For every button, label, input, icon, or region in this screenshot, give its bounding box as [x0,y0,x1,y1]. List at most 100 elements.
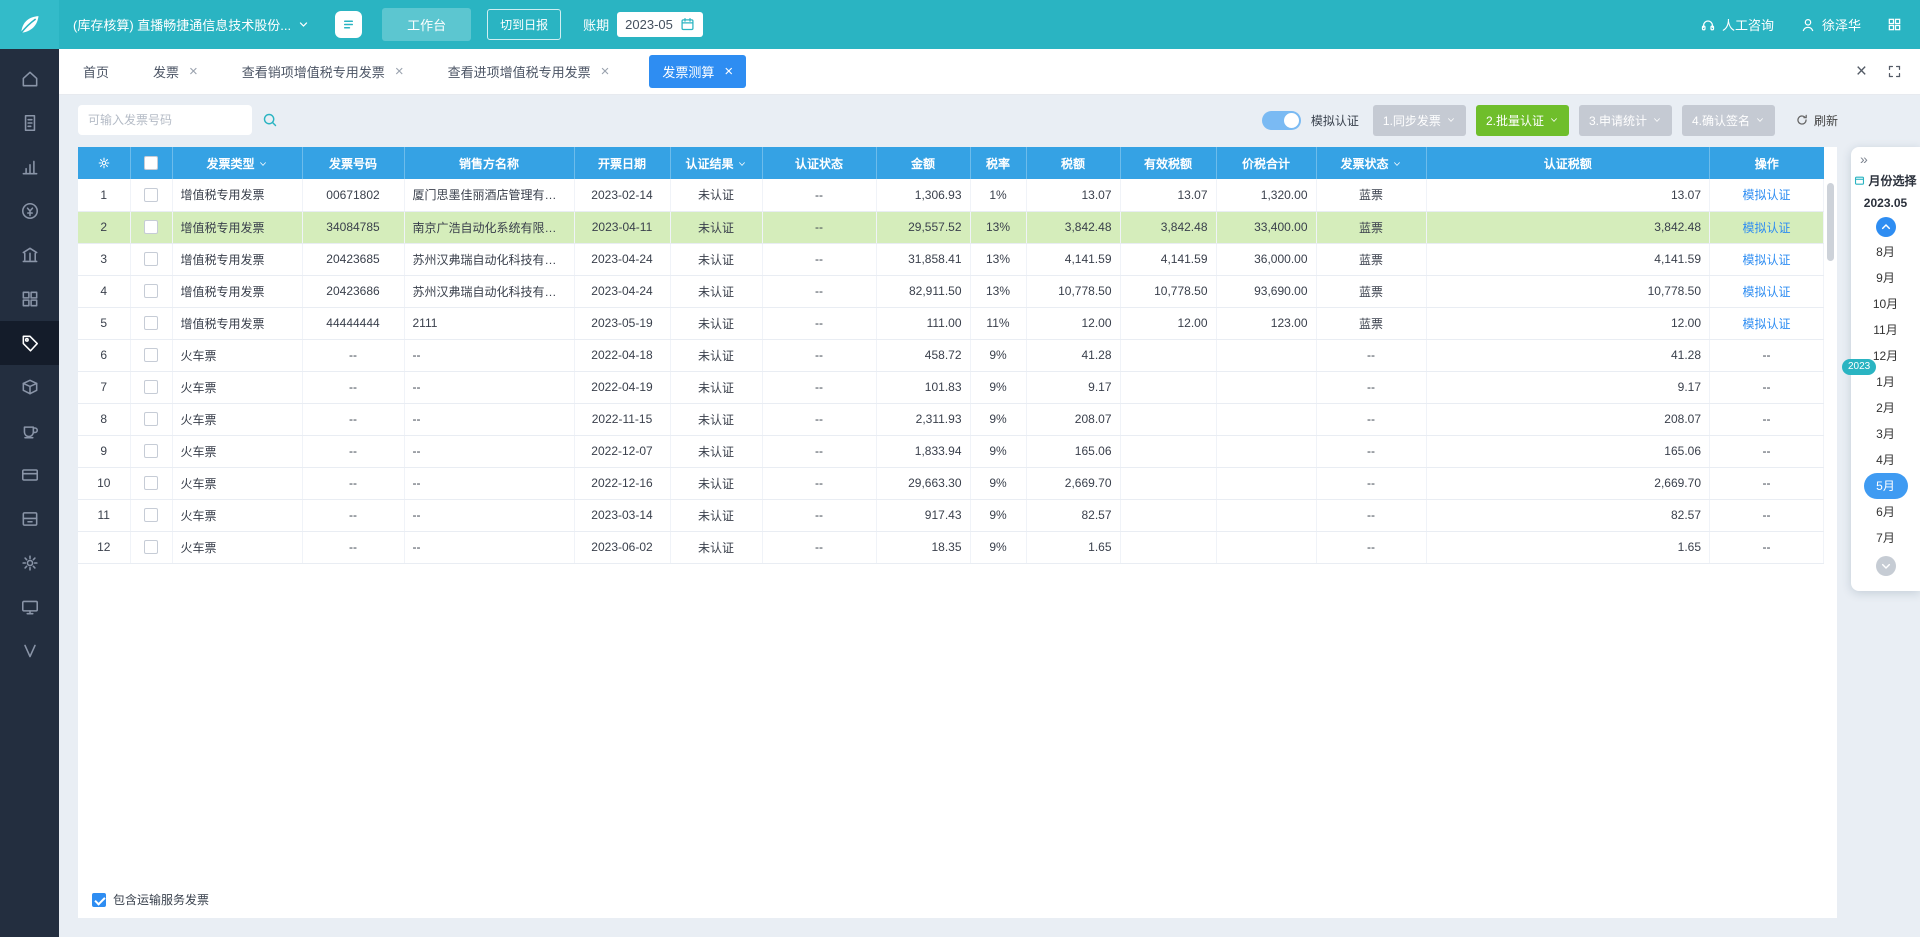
invoice-row[interactable]: 10 火车票 -- -- 2022-12-16 未认证 -- 29,663.30 9% 2,669… [78,467,1824,500]
invoice-row[interactable]: 1 增值税专用发票 00671802 厦门思墨佳丽酒店管理有限公司 2023-02-14… [78,179,1824,212]
fullscreen-icon[interactable] [1887,64,1902,79]
row-checkbox[interactable] [144,508,158,523]
month-1月[interactable]: 1月 [1876,375,1895,389]
invoice-row[interactable]: 7 火车票 -- -- 2022-04-19 未认证 -- 101.83 9% 9.17 -- 9.1… [78,371,1824,404]
sidebar-item-screen[interactable] [0,585,59,629]
invoice-row[interactable]: 4 增值税专用发票 20423686 苏州汉弗瑞自动化科技有限公司 2023-04-24… [78,275,1824,308]
task-list-icon[interactable] [335,11,363,38]
support-link[interactable]: 人工咨询 [1700,15,1774,34]
invoice-search-input[interactable] [78,105,252,135]
column-header-seller: 销售方名称 [404,147,575,179]
sort-caret-icon[interactable] [737,159,747,169]
sidebar-item-service[interactable] [0,409,59,453]
action-button-1.同步发票[interactable]: 1.同步发票 [1372,104,1466,136]
workbench-button[interactable]: 工作台 [382,8,472,41]
checked-checkbox-icon[interactable] [92,892,106,907]
sidebar-item-report-chart[interactable] [0,145,59,189]
month-3月[interactable]: 3月 [1876,427,1895,441]
select-all-checkbox[interactable] [144,156,158,171]
row-checkbox[interactable] [144,220,158,235]
month-9月[interactable]: 9月 [1876,271,1895,285]
tab-close-icon[interactable]: × [394,63,404,80]
column-header-invoice_state[interactable]: 发票状态 [1316,147,1427,179]
sidebar-item-funds[interactable] [0,189,59,233]
period-selector[interactable]: 2023-05 [617,12,703,37]
invoice-row[interactable]: 6 火车票 -- -- 2022-04-18 未认证 -- 458.72 9% 41.28 -- 41… [78,339,1824,372]
sidebar-item-goods-tag[interactable] [0,321,59,365]
sidebar-item-voucher[interactable] [0,453,59,497]
table-settings-header[interactable] [78,147,131,179]
sidebar-item-modules[interactable] [0,277,59,321]
sort-caret-icon[interactable] [1392,159,1402,169]
simulate-certify-link[interactable]: 模拟认证 [1742,220,1791,235]
switch-daily-button[interactable]: 切到日报 [487,9,562,40]
tab-首页[interactable]: 首页 [79,55,113,88]
row-checkbox[interactable] [144,380,158,395]
column-header-result[interactable]: 认证结果 [670,147,763,179]
action-button-4.确认签名[interactable]: 4.确认签名 [1681,104,1775,136]
simulate-certify-toggle[interactable] [1261,110,1301,130]
vertical-scrollbar-thumb[interactable] [1827,183,1834,261]
month-2月[interactable]: 2月 [1876,401,1895,415]
invoice-row[interactable]: 12 火车票 -- -- 2023-06-02 未认证 -- 18.35 9% 1.65 -- 1.6… [78,531,1824,564]
action-button-3.申请统计[interactable]: 3.申请统计 [1578,104,1672,136]
tab-发票[interactable]: 发票 × [149,55,202,88]
scroll-months-up-button[interactable] [1875,217,1896,237]
month-7月[interactable]: 7月 [1876,531,1895,545]
collapse-month-panel-icon[interactable]: » [1860,151,1868,167]
month-4月[interactable]: 4月 [1876,453,1895,467]
gear-icon[interactable] [97,156,111,170]
select-all-header[interactable] [130,147,173,179]
row-checkbox[interactable] [144,188,158,203]
tab-close-icon[interactable]: × [600,63,610,80]
row-checkbox[interactable] [144,412,158,427]
refresh-button[interactable]: 刷新 [1795,112,1838,129]
row-checkbox[interactable] [144,444,158,459]
tab-查看销项增值税专用发票[interactable]: 查看销项增值税专用发票 × [238,55,408,88]
row-checkbox[interactable] [144,540,158,555]
row-checkbox[interactable] [144,284,158,299]
invoice-row[interactable]: 5 增值税专用发票 44444444 2111 2023-05-19 未认证 -- 111.0… [78,307,1824,340]
simulate-certify-link[interactable]: 模拟认证 [1742,284,1791,299]
app-logo[interactable] [0,0,59,49]
apps-grid-icon[interactable] [1887,17,1902,32]
invoice-row[interactable]: 9 火车票 -- -- 2022-12-07 未认证 -- 1,833.94 9% 165.06-… [78,435,1824,468]
month-10月[interactable]: 10月 [1872,297,1899,311]
search-icon[interactable] [262,112,278,128]
month-12月[interactable]: 12月 [1872,349,1899,363]
month-8月[interactable]: 8月 [1876,245,1895,259]
column-header-type[interactable]: 发票类型 [172,147,303,179]
sidebar-item-brand[interactable] [0,629,59,673]
simulate-certify-link[interactable]: 模拟认证 [1742,188,1791,203]
sidebar-item-archive[interactable] [0,497,59,541]
invoice-row[interactable]: 3 增值税专用发票 20423685 苏州汉弗瑞自动化科技有限公司 2023-04-24… [78,243,1824,276]
close-all-tabs-icon[interactable]: × [1855,61,1867,82]
sidebar-item-home[interactable] [0,57,59,101]
action-button-2.批量认证[interactable]: 2.批量认证 [1475,104,1569,136]
invoice-row[interactable]: 11 火车票 -- -- 2023-03-14 未认证 -- 917.43 9% 82.57 -- 8… [78,499,1824,532]
sidebar-item-settings[interactable] [0,541,59,585]
include-transport-invoice-checkbox[interactable]: 包含运输服务发票 [92,891,209,908]
simulate-certify-link[interactable]: 模拟认证 [1742,252,1791,267]
invoice-row[interactable]: 2 增值税专用发票34084785南京广浩自动化系统有限责任公司2023-04-1… [78,211,1824,244]
row-checkbox[interactable] [144,252,158,267]
simulate-certify-link[interactable]: 模拟认证 [1742,316,1791,331]
month-6月[interactable]: 6月 [1876,505,1895,519]
sidebar-item-bank[interactable] [0,233,59,277]
scroll-months-down-button[interactable] [1875,556,1896,576]
user-menu[interactable]: 徐泽华 [1800,15,1861,34]
sidebar-item-invoice[interactable] [0,101,59,145]
tab-close-icon[interactable]: × [724,63,734,80]
tab-close-icon[interactable]: × [189,63,198,80]
sort-caret-icon[interactable] [258,159,268,169]
company-selector[interactable]: (库存核算) 直播畅捷通信息技术股份... [73,15,309,34]
tab-查看进项增值税专用发票[interactable]: 查看进项增值税专用发票 × [444,55,614,88]
sidebar-item-warehouse[interactable] [0,365,59,409]
row-checkbox[interactable] [144,348,158,363]
month-5月[interactable]: 5月 [1863,473,1908,499]
tab-发票测算[interactable]: 发票测算 × [649,55,747,88]
invoice-row[interactable]: 8 火车票 -- -- 2022-11-15 未认证 -- 2,311.93 9% 208.07-… [78,403,1824,436]
row-checkbox[interactable] [144,316,158,331]
row-checkbox[interactable] [144,476,158,491]
month-11月[interactable]: 11月 [1873,323,1898,337]
